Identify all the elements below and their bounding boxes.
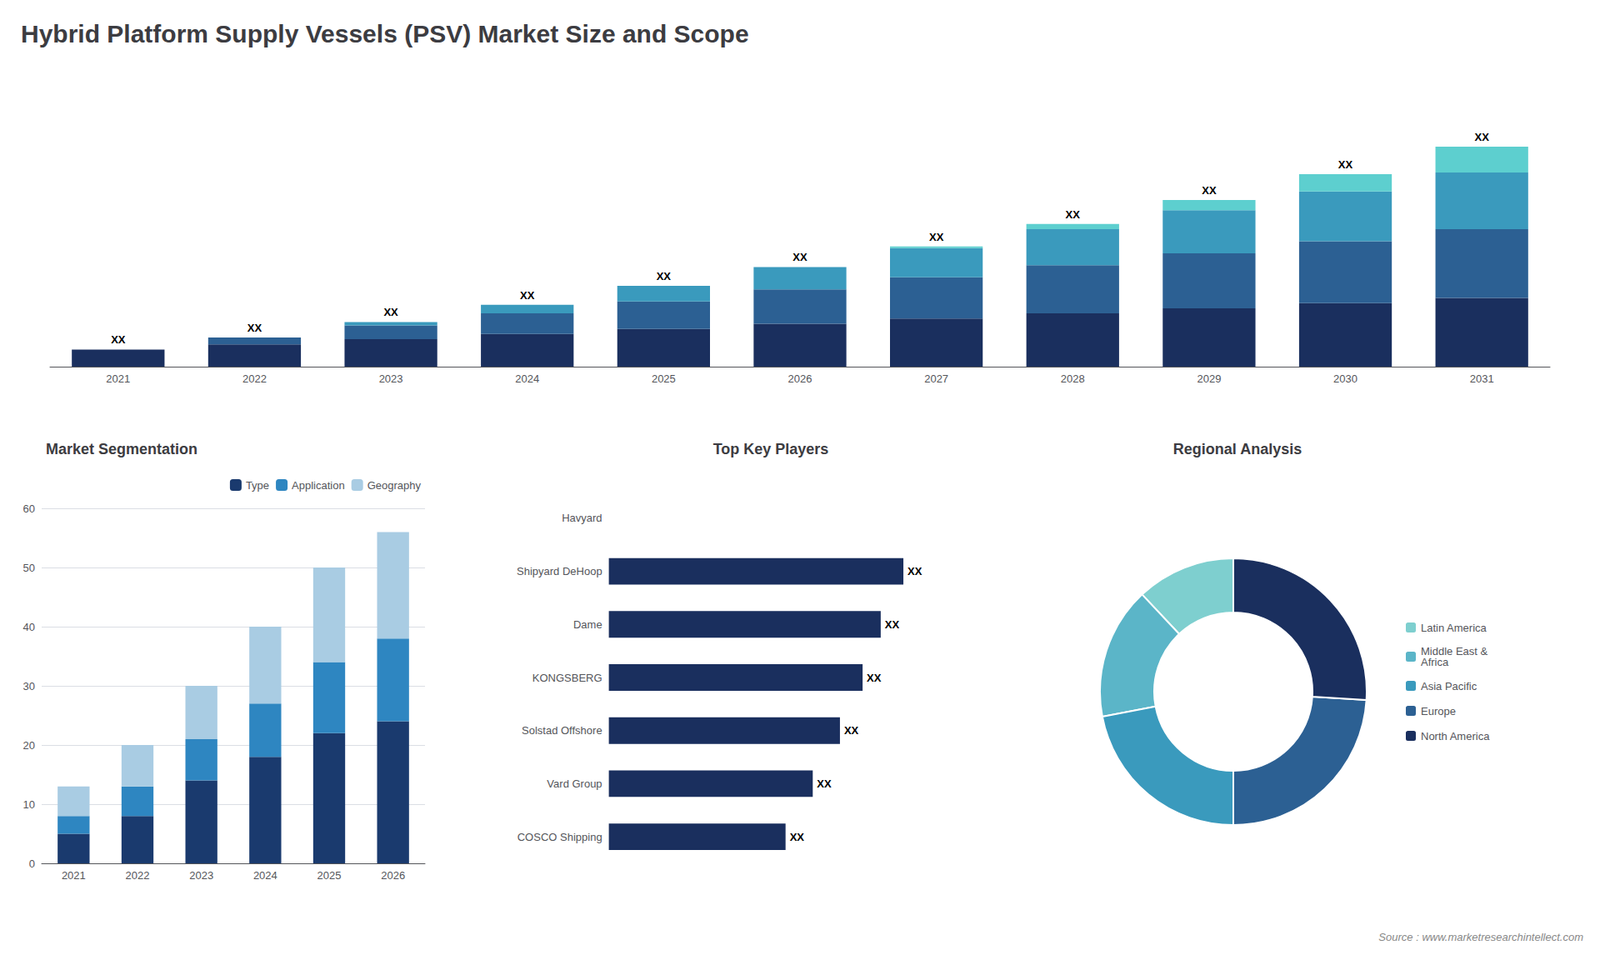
svg-text:XX: XX xyxy=(816,777,832,790)
svg-text:Solstad Offshore: Solstad Offshore xyxy=(521,724,603,737)
svg-text:2021: 2021 xyxy=(105,372,130,385)
svg-text:XX: XX xyxy=(866,671,882,685)
svg-text:Shipyard DeHoop: Shipyard DeHoop xyxy=(516,565,603,578)
svg-text:0: 0 xyxy=(29,857,35,870)
svg-text:XX: XX xyxy=(790,830,805,844)
svg-text:KONGSBERG: KONGSBERG xyxy=(532,671,603,685)
svg-text:40: 40 xyxy=(23,620,35,634)
svg-text:Dame: Dame xyxy=(573,618,603,631)
svg-text:XX: XX xyxy=(1201,184,1217,197)
svg-text:XX: XX xyxy=(247,321,263,335)
svg-text:Middle East &: Middle East & xyxy=(1420,645,1488,658)
svg-text:XX: XX xyxy=(1475,130,1490,144)
svg-text:Latin America: Latin America xyxy=(1420,621,1488,635)
svg-text:Africa: Africa xyxy=(1420,655,1450,669)
svg-text:2025: 2025 xyxy=(317,869,342,882)
svg-text:30: 30 xyxy=(23,680,35,693)
svg-text:XX: XX xyxy=(844,724,860,737)
svg-text:2030: 2030 xyxy=(1333,372,1358,385)
svg-text:North America: North America xyxy=(1420,730,1490,743)
svg-text:Regional Analysis: Regional Analysis xyxy=(1173,440,1302,458)
svg-text:XX: XX xyxy=(520,289,535,302)
svg-text:Geography: Geography xyxy=(367,479,422,492)
svg-text:2028: 2028 xyxy=(1060,372,1085,385)
svg-text:Asia Pacific: Asia Pacific xyxy=(1420,680,1478,693)
svg-text:Top Key Players: Top Key Players xyxy=(713,440,830,458)
svg-text:2026: 2026 xyxy=(788,372,813,385)
svg-text:Application: Application xyxy=(291,479,345,492)
svg-text:2025: 2025 xyxy=(651,372,676,385)
svg-text:2029: 2029 xyxy=(1196,372,1221,385)
svg-text:2024: 2024 xyxy=(253,869,278,882)
svg-text:2031: 2031 xyxy=(1470,372,1495,385)
svg-text:2022: 2022 xyxy=(242,372,267,385)
svg-text:Market Segmentation: Market Segmentation xyxy=(45,440,198,458)
svg-text:2022: 2022 xyxy=(125,869,150,882)
svg-text:50: 50 xyxy=(23,561,35,575)
svg-text:Source : www.marketresearchint: Source : www.marketresearchintellect.com xyxy=(1378,930,1584,944)
svg-text:XX: XX xyxy=(792,250,808,264)
svg-text:XX: XX xyxy=(110,333,126,346)
svg-text:XX: XX xyxy=(1338,158,1354,171)
svg-text:XX: XX xyxy=(907,565,923,578)
svg-text:XX: XX xyxy=(929,230,945,244)
svg-text:Vard Group: Vard Group xyxy=(546,777,602,790)
svg-text:XX: XX xyxy=(1065,208,1081,221)
svg-text:2021: 2021 xyxy=(61,869,86,882)
svg-text:Europe: Europe xyxy=(1420,705,1456,718)
svg-text:XX: XX xyxy=(656,270,672,283)
svg-text:2027: 2027 xyxy=(924,372,949,385)
svg-text:XX: XX xyxy=(383,305,399,319)
svg-text:Havyard: Havyard xyxy=(561,511,602,525)
svg-text:COSCO Shipping: COSCO Shipping xyxy=(517,830,603,844)
svg-text:2023: 2023 xyxy=(379,372,404,385)
svg-text:2024: 2024 xyxy=(515,372,540,385)
svg-text:Hybrid Platform Supply Vessels: Hybrid Platform Supply Vessels (PSV) Mar… xyxy=(20,20,750,48)
svg-text:2023: 2023 xyxy=(189,869,214,882)
svg-text:20: 20 xyxy=(23,739,35,752)
svg-text:10: 10 xyxy=(23,798,35,811)
svg-text:2026: 2026 xyxy=(380,869,405,882)
svg-text:XX: XX xyxy=(885,618,900,631)
svg-text:Type: Type xyxy=(245,479,270,492)
svg-text:60: 60 xyxy=(23,502,35,515)
